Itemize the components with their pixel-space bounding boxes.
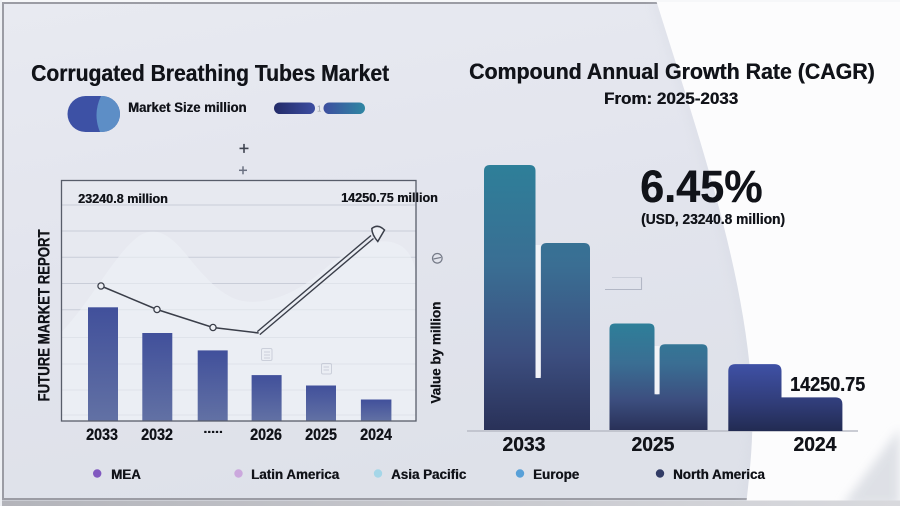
svg-text:1: 1 <box>317 105 322 114</box>
